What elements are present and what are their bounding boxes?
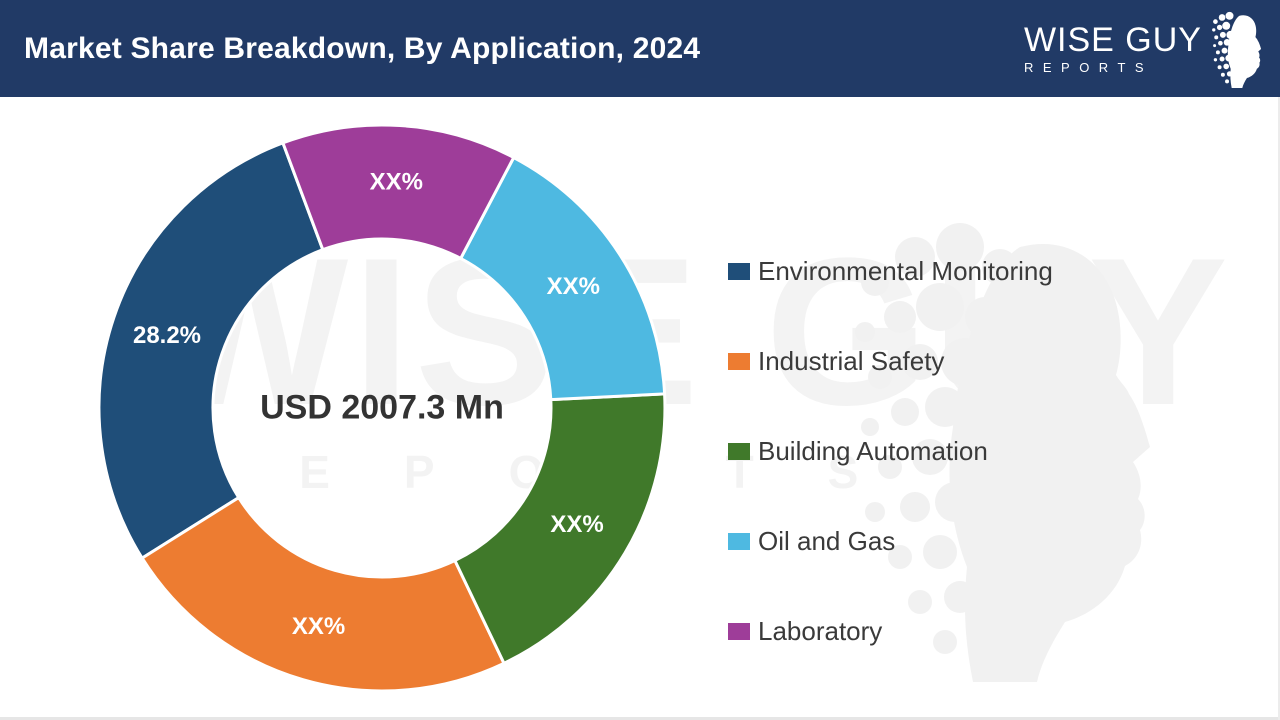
chart-legend: Environmental Monitoring Industrial Safet… — [728, 255, 1053, 707]
slice-label-building-automation: XX% — [550, 511, 603, 538]
right-edge-strip — [1278, 97, 1280, 720]
slice-environmental-monitoring[interactable] — [97, 141, 325, 560]
bottom-strip — [0, 717, 1280, 720]
logo-text: WISE GUY REPORTS — [1024, 23, 1202, 74]
legend-item-industrial-safety[interactable]: Industrial Safety — [728, 345, 1053, 376]
header-bar: Market Share Breakdown, By Application, … — [0, 0, 1280, 97]
legend-label-industrial-safety: Industrial Safety — [758, 345, 945, 376]
legend-label-laboratory: Laboratory — [758, 615, 883, 646]
donut-chart: 28.2% XX% XX% XX% XX% — [97, 123, 667, 693]
legend-label-environmental-monitoring: Environmental Monitoring — [758, 255, 1053, 286]
slice-building-automation[interactable] — [453, 392, 667, 665]
legend-item-laboratory[interactable]: Laboratory — [728, 615, 1053, 646]
legend-label-building-automation: Building Automation — [758, 435, 988, 466]
legend-swatch-industrial-safety — [728, 352, 750, 370]
legend-swatch-environmental-monitoring — [728, 262, 750, 280]
logo-wordmark: WISE GUY — [1023, 21, 1202, 59]
legend-item-environmental-monitoring[interactable]: Environmental Monitoring — [728, 255, 1053, 286]
chart-center-value: USD 2007.3 Mn — [260, 388, 504, 427]
page-title: Market Share Breakdown, By Application, … — [24, 31, 701, 65]
logo-face-icon — [1212, 11, 1262, 88]
wise-guy-logo: WISE GUY REPORTS — [1024, 10, 1266, 88]
slice-label-oil-and-gas: XX% — [547, 273, 600, 300]
slice-label-environmental-monitoring: 28.2% — [133, 322, 201, 349]
logo-subtext: REPORTS — [1023, 60, 1154, 75]
slice-laboratory[interactable] — [281, 123, 516, 260]
slice-label-industrial-safety: XX% — [292, 613, 345, 640]
slice-label-laboratory: XX% — [370, 169, 423, 196]
legend-item-oil-and-gas[interactable]: Oil and Gas — [728, 525, 1053, 556]
legend-item-building-automation[interactable]: Building Automation — [728, 435, 1053, 466]
legend-label-oil-and-gas: Oil and Gas — [758, 525, 896, 556]
legend-swatch-laboratory — [728, 622, 750, 640]
slice-industrial-safety[interactable] — [140, 496, 506, 693]
legend-swatch-oil-and-gas — [728, 532, 750, 550]
watermark-face-icon — [855, 223, 1150, 682]
legend-swatch-building-automation — [728, 442, 750, 460]
chart-area: WISE GUY REPORTS 28.2%XX%XX%XX%XX% USD 2… — [0, 97, 1280, 720]
